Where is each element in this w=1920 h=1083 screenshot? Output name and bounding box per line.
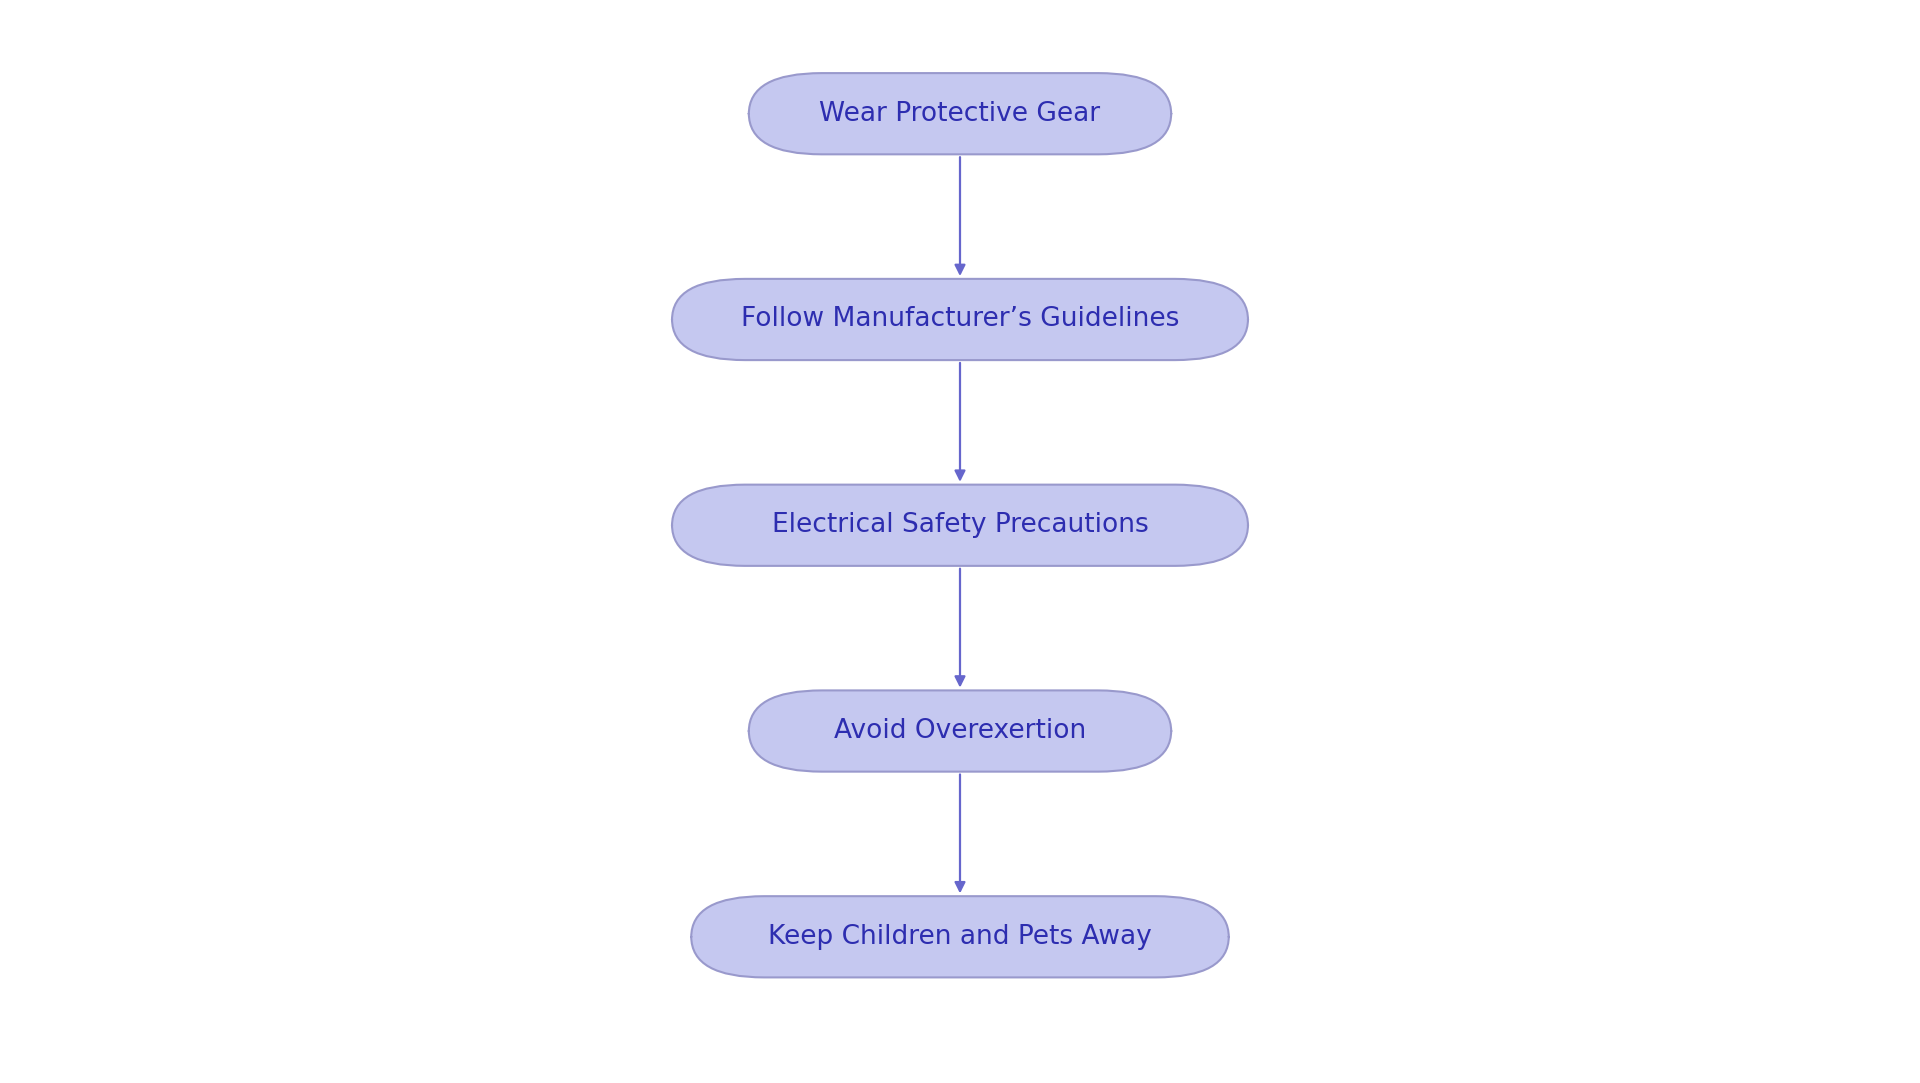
- Text: Electrical Safety Precautions: Electrical Safety Precautions: [772, 512, 1148, 538]
- Text: Wear Protective Gear: Wear Protective Gear: [820, 101, 1100, 127]
- Text: Avoid Overexertion: Avoid Overexertion: [833, 718, 1087, 744]
- Text: Keep Children and Pets Away: Keep Children and Pets Away: [768, 924, 1152, 950]
- FancyBboxPatch shape: [749, 74, 1171, 155]
- FancyBboxPatch shape: [672, 278, 1248, 360]
- FancyBboxPatch shape: [691, 897, 1229, 977]
- Text: Follow Manufacturer’s Guidelines: Follow Manufacturer’s Guidelines: [741, 306, 1179, 332]
- FancyBboxPatch shape: [749, 691, 1171, 772]
- FancyBboxPatch shape: [672, 485, 1248, 565]
